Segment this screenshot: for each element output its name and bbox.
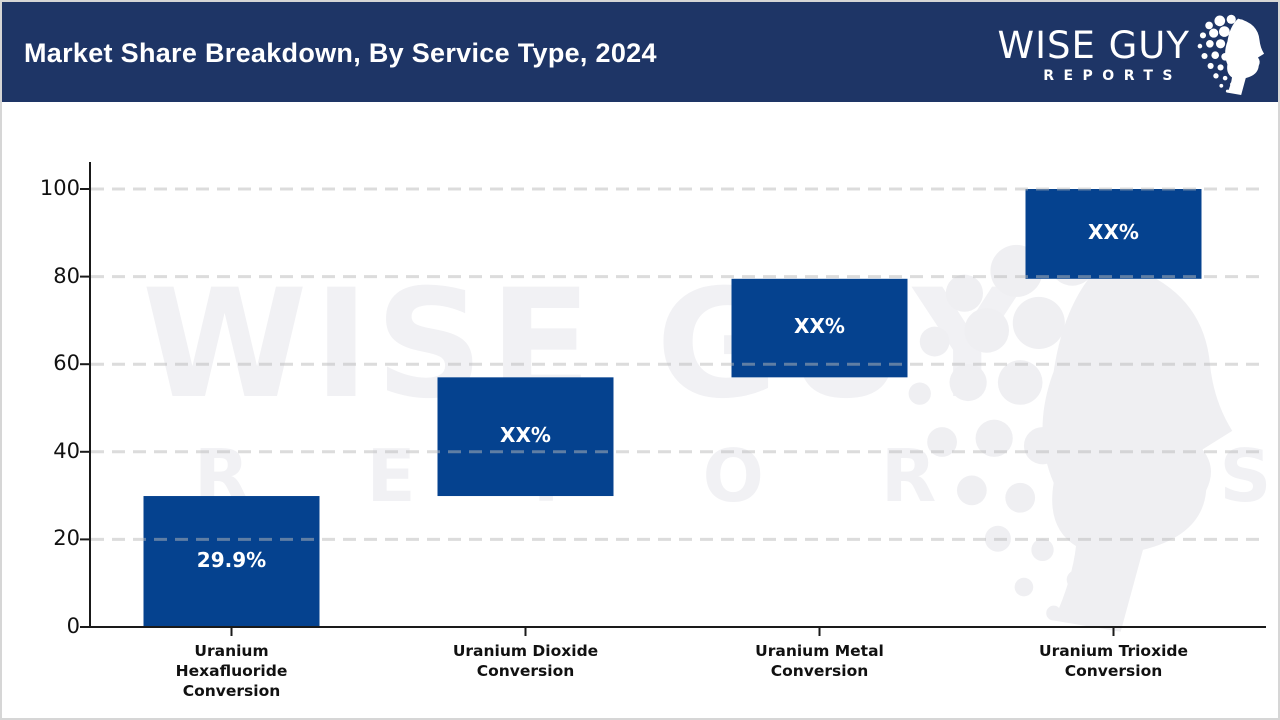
category-label-line: Uranium <box>194 642 269 660</box>
category-label-line: Uranium Metal <box>755 642 884 660</box>
category-label-line: Uranium Dioxide <box>452 642 599 660</box>
y-tick-label: 0 <box>66 614 80 638</box>
bar-segment <box>1025 189 1202 279</box>
category-label-line: Uranium Trioxide <box>1038 642 1188 660</box>
y-tick-label: 20 <box>53 526 80 551</box>
bar-segment <box>731 278 908 378</box>
category-label: Uranium Hexafluoride Conversion <box>82 641 382 701</box>
y-tick-label: 60 <box>53 351 80 376</box>
logo-wordmark: WISE GUY <box>997 24 1190 67</box>
y-tick-label: 80 <box>53 263 80 288</box>
brand-logo: WISE GUY REPORTS <box>998 8 1268 98</box>
bar-value-label: XX% <box>500 422 551 447</box>
bar-segment <box>437 377 614 497</box>
header-band: Market Share Breakdown, By Service Type,… <box>2 2 1278 102</box>
category-label-line: Hexafluoride <box>175 662 288 680</box>
bar-value-label: 29.9% <box>196 547 267 572</box>
category-label: Uranium Dioxide Conversion <box>376 641 676 681</box>
bar-value-label: XX% <box>794 314 845 339</box>
y-tick-label: 40 <box>53 438 80 463</box>
bar-segment <box>143 496 320 627</box>
chart-title: Market Share Breakdown, By Service Type,… <box>24 38 657 68</box>
category-label-line: Conversion <box>476 662 575 680</box>
category-label-line: Conversion <box>182 682 281 700</box>
category-label: Uranium Metal Conversion <box>670 641 970 681</box>
logo-subtext: REPORTS <box>1043 68 1182 84</box>
category-label: Uranium Trioxide Conversion <box>964 641 1264 681</box>
bar-value-label: XX% <box>1088 219 1139 244</box>
category-label-line: Conversion <box>770 662 869 680</box>
category-label-line: Conversion <box>1064 662 1163 680</box>
y-tick-label: 100 <box>39 176 80 200</box>
